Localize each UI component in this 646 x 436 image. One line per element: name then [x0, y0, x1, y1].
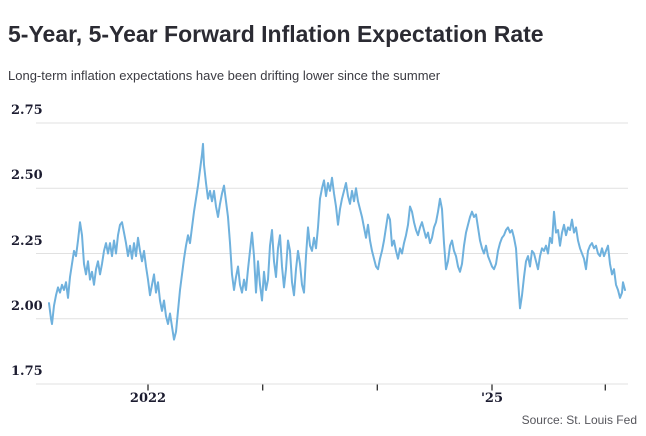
chart-subtitle: Long-term inflation expectations have be…: [8, 68, 441, 83]
chart-title: 5-Year, 5-Year Forward Inflation Expecta…: [8, 21, 544, 48]
y-tick-label: 1.75: [11, 364, 43, 379]
y-tick-label: 2.75: [11, 103, 43, 118]
x-tick-label: 2022: [129, 391, 167, 406]
inflation-expectation-line: [48, 142, 626, 341]
source-note: Source: St. Louis Fed: [521, 413, 637, 427]
y-tick-label: 2.00: [11, 298, 43, 314]
y-tick-label: 2.50: [11, 168, 43, 184]
y-tick-label: 2.25: [11, 233, 43, 249]
x-tick-label: '25: [480, 391, 504, 406]
